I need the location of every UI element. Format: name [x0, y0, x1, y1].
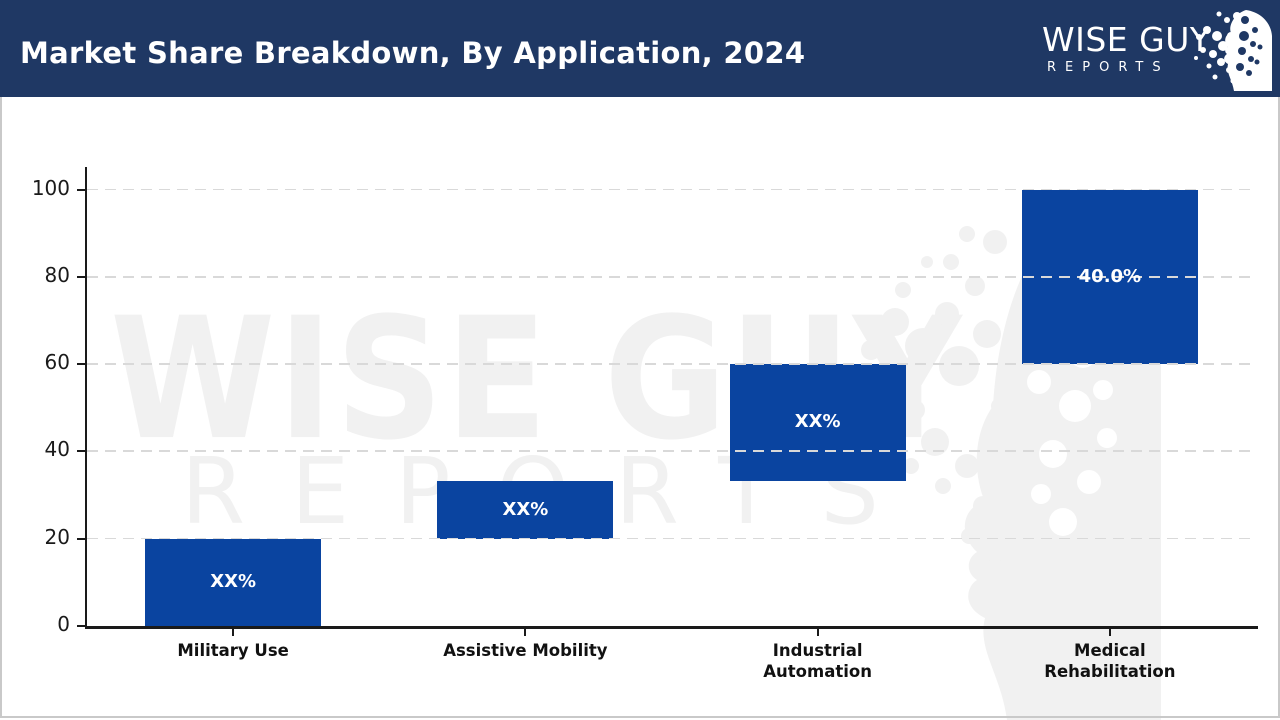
chart-title: Market Share Breakdown, By Application, …	[20, 36, 806, 70]
x-tick-label: Assistive Mobility	[395, 640, 655, 661]
x-tick	[1108, 628, 1111, 636]
x-tick-label: Medical Rehabilitation	[980, 640, 1240, 682]
x-tick-label-line: Rehabilitation	[1044, 662, 1176, 681]
bar	[437, 480, 614, 539]
gridline	[87, 188, 1256, 191]
y-tick	[77, 275, 85, 278]
x-tick	[232, 628, 235, 636]
y-tick-label: 80	[44, 262, 70, 287]
x-tick-label-line: Industrial	[772, 641, 863, 660]
gridline	[87, 450, 1256, 453]
brand-name: WISE GUY	[1042, 20, 1211, 59]
y-axis-spine	[85, 167, 87, 628]
panel-border-left	[0, 97, 2, 717]
y-tick-label: 60	[44, 350, 70, 375]
bar-value-label: XX%	[502, 498, 549, 520]
y-tick	[77, 188, 85, 191]
y-tick	[77, 450, 85, 453]
brand-head-icon	[1194, 10, 1272, 91]
bar-value-label: 40.0%	[1078, 265, 1142, 287]
x-tick-label-line: Medical	[1074, 641, 1146, 660]
y-tick	[77, 625, 85, 627]
x-tick	[816, 628, 819, 636]
x-axis-spine	[85, 626, 1258, 629]
panel-border-bottom	[0, 716, 1280, 718]
bar	[145, 538, 322, 626]
y-tick-label: 40	[44, 437, 70, 462]
gridline	[87, 537, 1256, 540]
x-tick-label-line: Automation	[763, 662, 872, 681]
x-tick-label: Military Use	[103, 640, 363, 661]
y-tick-label: 0	[57, 612, 70, 636]
y-tick-label: 100	[31, 175, 70, 200]
bar-value-label: XX%	[794, 411, 841, 433]
x-tick-label-line: Military Use	[177, 641, 289, 660]
gridline	[87, 275, 1256, 278]
panel-border-right	[1278, 97, 1280, 717]
bar	[729, 364, 906, 481]
x-tick-label: Industrial Automation	[688, 640, 948, 682]
head-profile-shape	[1224, 10, 1272, 91]
header: Market Share Breakdown, By Application, …	[0, 0, 1280, 97]
y-tick	[77, 537, 85, 540]
brand-tagline: REPORTS	[1047, 60, 1170, 75]
y-tick-label: 20	[44, 524, 70, 549]
x-tick	[524, 628, 527, 636]
x-tick-label-line: Assistive Mobility	[443, 641, 608, 660]
y-tick	[77, 363, 85, 366]
gridline	[87, 363, 1256, 365]
bar-value-label: XX%	[210, 571, 257, 593]
